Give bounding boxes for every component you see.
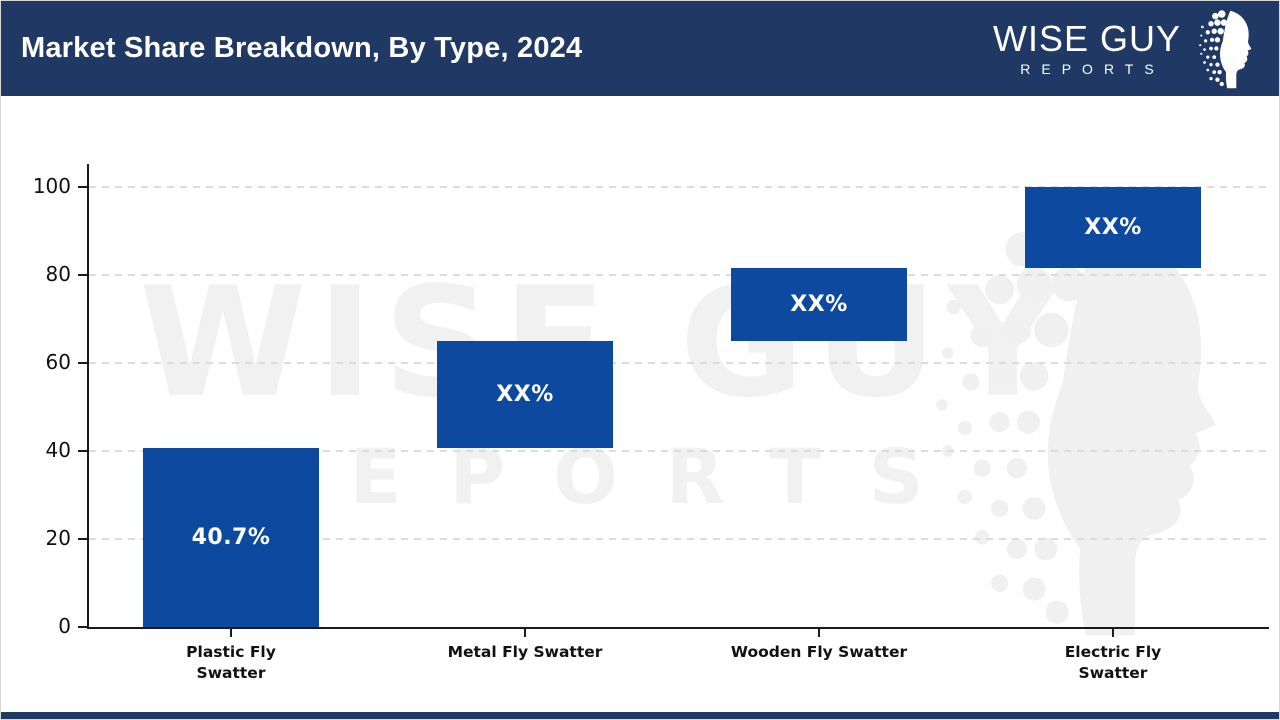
y-tick-label: 80 bbox=[45, 262, 71, 286]
x-tick-mark bbox=[1112, 629, 1114, 637]
y-tick-label: 0 bbox=[58, 614, 71, 638]
y-tick-mark bbox=[78, 538, 87, 540]
gridline bbox=[89, 538, 1269, 540]
bar-value-label: 40.7% bbox=[191, 524, 271, 550]
y-tick-label: 100 bbox=[32, 174, 71, 198]
y-tick-mark bbox=[78, 186, 87, 188]
header-bar: Market Share Breakdown, By Type, 2024 WI… bbox=[1, 1, 1279, 96]
x-category-label: Metal Fly Swatter bbox=[447, 643, 603, 661]
y-axis-line bbox=[87, 164, 89, 629]
y-tick-mark bbox=[78, 626, 87, 628]
y-tick-mark bbox=[78, 362, 87, 364]
x-tick-mark bbox=[524, 629, 526, 637]
x-tick-mark bbox=[818, 629, 820, 637]
wiseguy-logo-text: WISE GUY REPORTS bbox=[992, 18, 1181, 77]
bar-value-label: XX% bbox=[790, 292, 848, 318]
bar-segment: 40.7% bbox=[143, 447, 319, 627]
bar-segment: XX% bbox=[1025, 187, 1201, 269]
x-tick-mark bbox=[230, 629, 232, 637]
logo-wordmark: WISE GUY bbox=[992, 18, 1181, 59]
y-tick-mark bbox=[78, 450, 87, 452]
x-axis-line bbox=[87, 627, 1269, 629]
wiseguy-logo: WISE GUY REPORTS bbox=[993, 8, 1253, 90]
y-tick-label: 20 bbox=[45, 526, 71, 550]
page-title: Market Share Breakdown, By Type, 2024 bbox=[21, 32, 583, 64]
bar-segment: XX% bbox=[731, 268, 907, 341]
wiseguy-face-icon bbox=[1183, 8, 1253, 90]
gridline bbox=[89, 274, 1269, 276]
y-tick-label: 40 bbox=[45, 438, 71, 462]
bar-value-label: XX% bbox=[496, 381, 554, 407]
x-category-label: Electric Fly Swatter bbox=[1064, 643, 1162, 682]
bar-segment: XX% bbox=[437, 341, 613, 448]
gridline bbox=[89, 362, 1269, 364]
gridline bbox=[89, 186, 1269, 188]
x-category-label: Plastic Fly Swatter bbox=[186, 643, 276, 682]
x-category-label: Wooden Fly Swatter bbox=[730, 643, 908, 661]
y-tick-label: 60 bbox=[45, 350, 71, 374]
logo-subtext: REPORTS bbox=[1020, 61, 1165, 77]
footer-bar bbox=[1, 712, 1279, 719]
y-tick-mark bbox=[78, 274, 87, 276]
bar-value-label: XX% bbox=[1084, 215, 1142, 241]
gridline bbox=[89, 450, 1269, 452]
